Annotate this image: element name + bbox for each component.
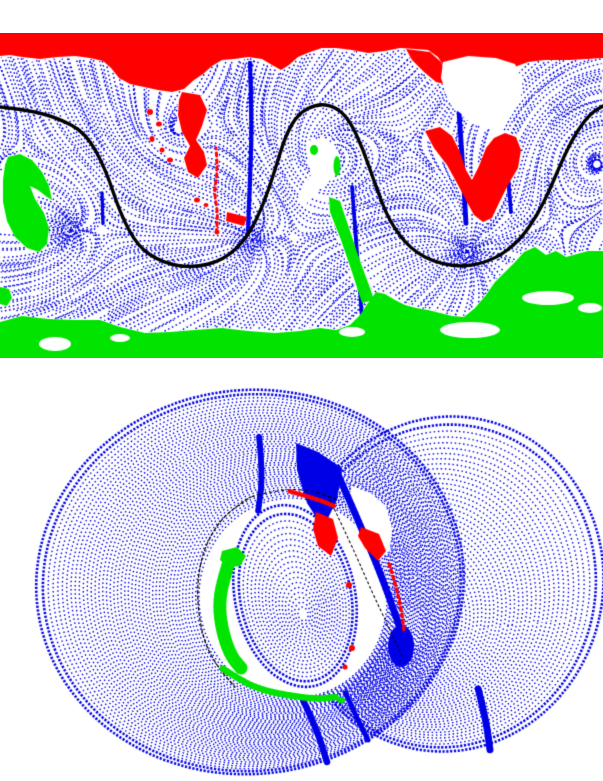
synoptic-map-panel bbox=[0, 33, 603, 358]
spherical-projection-panel bbox=[0, 358, 603, 781]
